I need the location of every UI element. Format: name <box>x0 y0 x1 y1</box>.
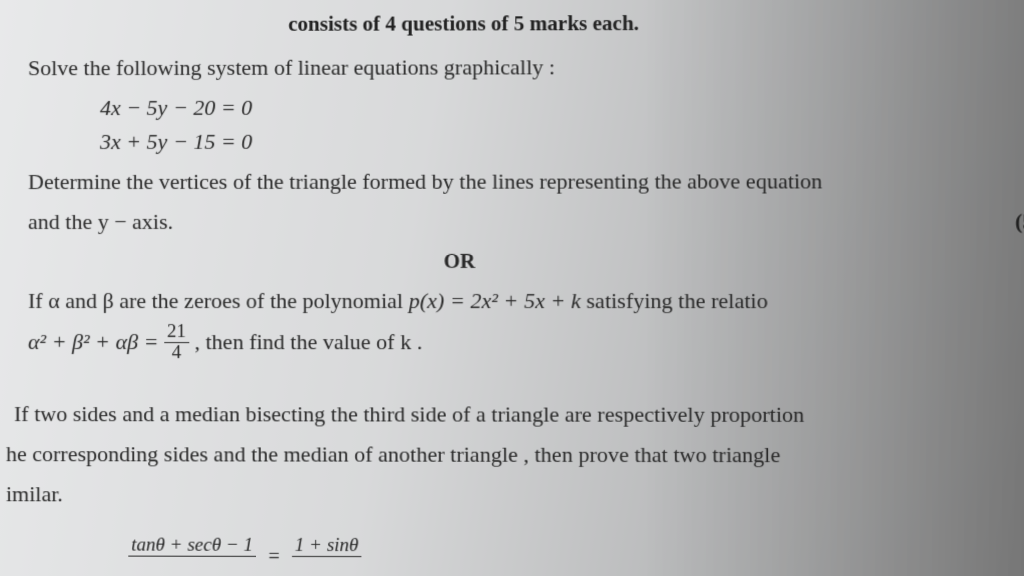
rhs-den-blank <box>292 557 362 576</box>
q1b-line2: α² + β² + αβ = 21 4 , then find the valu… <box>28 324 1024 365</box>
rhs-frac: 1 + sinθ <box>292 536 362 576</box>
q1-follow2: and the y − axis. <box>28 209 173 234</box>
or-separator: OR <box>28 245 894 278</box>
lhs-den-blank <box>128 556 256 576</box>
rhs-num: 1 + sinθ <box>292 536 362 557</box>
spacer <box>28 371 1024 392</box>
q1b-line1-post: satisfying the relatio <box>581 288 768 313</box>
fraction-21-over-4: 21 4 <box>164 322 189 363</box>
q1b-line1: If α and β are the zeroes of the polynom… <box>28 284 1024 318</box>
lhs-num: tanθ + secθ − 1 <box>128 535 256 556</box>
q1-eq1: 4x − 5y − 20 = 0 <box>100 89 1024 124</box>
q2-line2: he corresponding sides and the median of… <box>6 437 1024 473</box>
q2-line1: If two sides and a median bisecting the … <box>14 397 1024 432</box>
q1-marks: (5 <box>1015 204 1024 238</box>
eq-sign: = <box>267 546 281 568</box>
q2-line3: imilar. <box>6 477 1024 513</box>
frac-den: 4 <box>164 343 189 363</box>
lhs-frac: tanθ + secθ − 1 <box>128 535 256 576</box>
q1b-poly: p(x) = 2x² + 5x + k <box>409 288 581 313</box>
exam-page: consists of 4 questions of 5 marks each.… <box>0 0 1024 576</box>
q1-eq2: 3x + 5y − 15 = 0 <box>100 124 1024 159</box>
section-header: consists of 4 questions of 5 marks each. <box>288 6 1024 40</box>
q1-intro: Solve the following system of linear equ… <box>28 49 1024 85</box>
q1b-line2-post: , then find the value of k . <box>195 329 423 354</box>
partial-bottom-eq: tanθ + secθ − 1 = 1 + sinθ <box>128 537 1024 576</box>
q1-follow: Determine the vertices of the triangle f… <box>28 164 1024 199</box>
q1b-line1-pre: If α and β are the zeroes of the polynom… <box>28 288 409 313</box>
q1b-expr: α² + β² + αβ = <box>28 329 164 354</box>
frac-num: 21 <box>164 322 189 343</box>
q1-follow2-row: and the y − axis. (5 <box>28 204 1024 239</box>
